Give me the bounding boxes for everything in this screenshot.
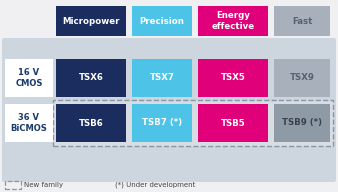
Text: Fast: Fast bbox=[292, 17, 312, 26]
FancyBboxPatch shape bbox=[132, 104, 192, 142]
Text: TSX7: TSX7 bbox=[149, 74, 174, 83]
Text: TSB5: TSB5 bbox=[221, 118, 245, 127]
FancyBboxPatch shape bbox=[198, 104, 268, 142]
FancyBboxPatch shape bbox=[56, 104, 126, 142]
Text: TSX5: TSX5 bbox=[221, 74, 245, 83]
Text: (*) Under development: (*) Under development bbox=[115, 182, 195, 188]
Text: 36 V
BiCMOS: 36 V BiCMOS bbox=[10, 113, 47, 133]
FancyBboxPatch shape bbox=[5, 104, 53, 142]
FancyBboxPatch shape bbox=[5, 59, 53, 97]
Text: TSB9 (*): TSB9 (*) bbox=[282, 118, 322, 127]
FancyBboxPatch shape bbox=[198, 6, 268, 36]
Text: Micropower: Micropower bbox=[62, 17, 120, 26]
Text: Energy
effective: Energy effective bbox=[212, 11, 255, 31]
FancyBboxPatch shape bbox=[274, 59, 330, 97]
FancyBboxPatch shape bbox=[56, 6, 126, 36]
FancyBboxPatch shape bbox=[2, 38, 336, 182]
Text: 16 V
CMOS: 16 V CMOS bbox=[15, 68, 43, 88]
FancyBboxPatch shape bbox=[53, 100, 333, 146]
Text: TSX6: TSX6 bbox=[78, 74, 103, 83]
Text: TSB7 (*): TSB7 (*) bbox=[142, 118, 182, 127]
FancyBboxPatch shape bbox=[198, 59, 268, 97]
Text: New family: New family bbox=[24, 182, 63, 188]
Text: TSB6: TSB6 bbox=[79, 118, 103, 127]
FancyBboxPatch shape bbox=[56, 59, 126, 97]
FancyBboxPatch shape bbox=[274, 6, 330, 36]
FancyBboxPatch shape bbox=[132, 59, 192, 97]
Text: TSX9: TSX9 bbox=[290, 74, 314, 83]
Text: Precision: Precision bbox=[140, 17, 185, 26]
FancyBboxPatch shape bbox=[274, 104, 330, 142]
FancyBboxPatch shape bbox=[132, 6, 192, 36]
